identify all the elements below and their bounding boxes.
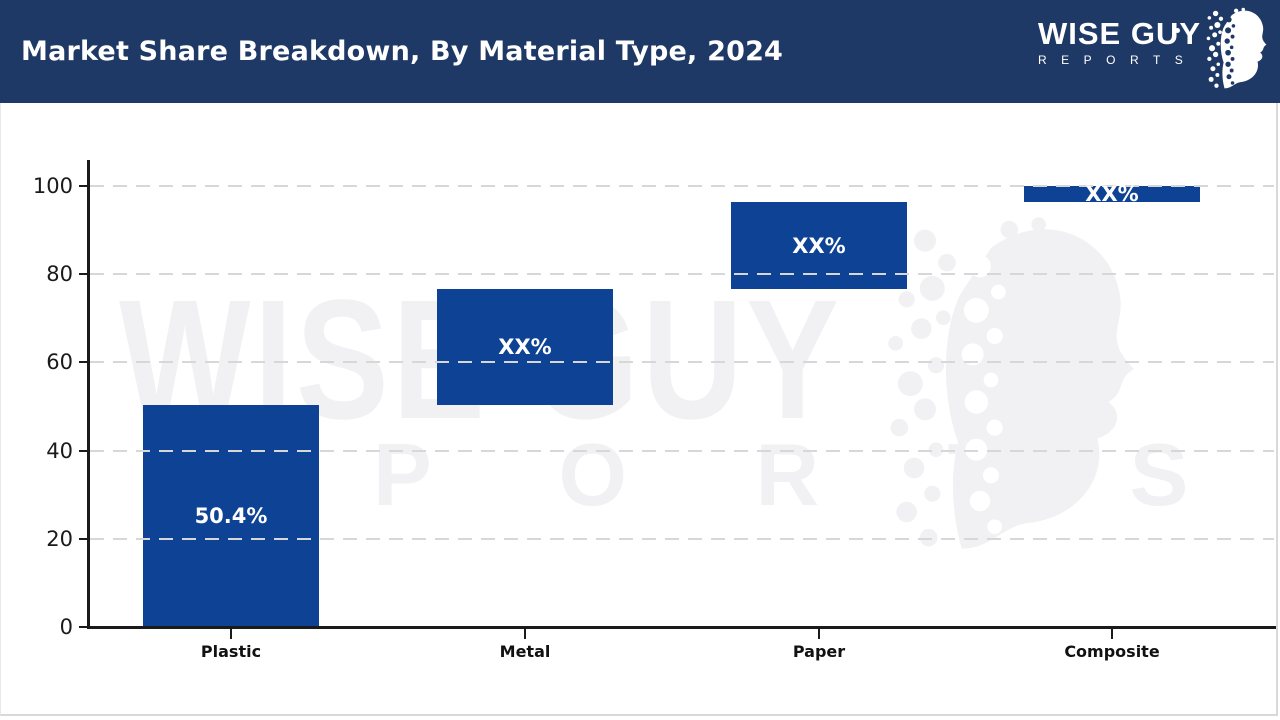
- gridline-60: [90, 361, 1274, 364]
- y-tick: [79, 449, 88, 452]
- header-bar: Market Share Breakdown, By Material Type…: [0, 0, 1280, 103]
- logo-subtext: REPORTS: [1038, 53, 1198, 67]
- bar-plastic: [143, 404, 319, 627]
- y-tick: [79, 626, 88, 628]
- gridline-80: [90, 273, 1274, 276]
- x-category-label: Metal: [499, 642, 551, 661]
- x-tick: [524, 629, 526, 639]
- bar-value-label: XX%: [792, 233, 846, 258]
- y-tick: [79, 361, 88, 364]
- bar-value-label: XX%: [498, 334, 552, 359]
- plot-area: 50.4% XX% XX% XX% 0 20 40 60 80 100 Plastic Metal Pa…: [1, 103, 1276, 714]
- x-axis: [87, 626, 1276, 629]
- page-title: Market Share Breakdown, By Material Type…: [21, 36, 784, 67]
- x-tick: [230, 629, 232, 639]
- y-tick: [79, 273, 88, 276]
- logo-text-block: WISE GUY REPORTS: [1038, 18, 1206, 67]
- x-category-label: Paper: [792, 642, 846, 661]
- y-tick: [79, 185, 88, 187]
- bar-metal: [437, 289, 613, 405]
- y-tick-label: 20: [46, 526, 73, 551]
- y-tick-label: 0: [59, 615, 73, 639]
- chart-area: WISE GUY P O R T S: [0, 103, 1278, 716]
- wiseguy-face-icon: [1206, 7, 1267, 89]
- gridline-100: [90, 185, 1274, 187]
- x-category-label: Composite: [1064, 642, 1160, 661]
- y-tick-label: 60: [46, 350, 73, 375]
- y-tick-label: 80: [46, 262, 73, 287]
- x-category-label: Plastic: [200, 642, 262, 661]
- x-tick: [818, 629, 820, 639]
- bar-value-label: XX%: [1085, 181, 1139, 206]
- gridline-40: [90, 449, 1274, 452]
- bar-composite: [1024, 186, 1200, 202]
- x-tick: [1111, 629, 1113, 639]
- y-axis: [87, 160, 90, 629]
- bar-value-label: 50.4%: [194, 503, 268, 528]
- logo-dot-icon: [1175, 28, 1180, 33]
- gridline-20: [90, 537, 1274, 540]
- logo-wordmark: WISE GUY: [1038, 16, 1202, 51]
- y-tick-label: 40: [46, 438, 73, 463]
- wiseguy-logo: WISE GUY REPORTS: [1024, 4, 1272, 99]
- y-tick: [79, 537, 88, 540]
- y-tick-label: 100: [32, 174, 73, 198]
